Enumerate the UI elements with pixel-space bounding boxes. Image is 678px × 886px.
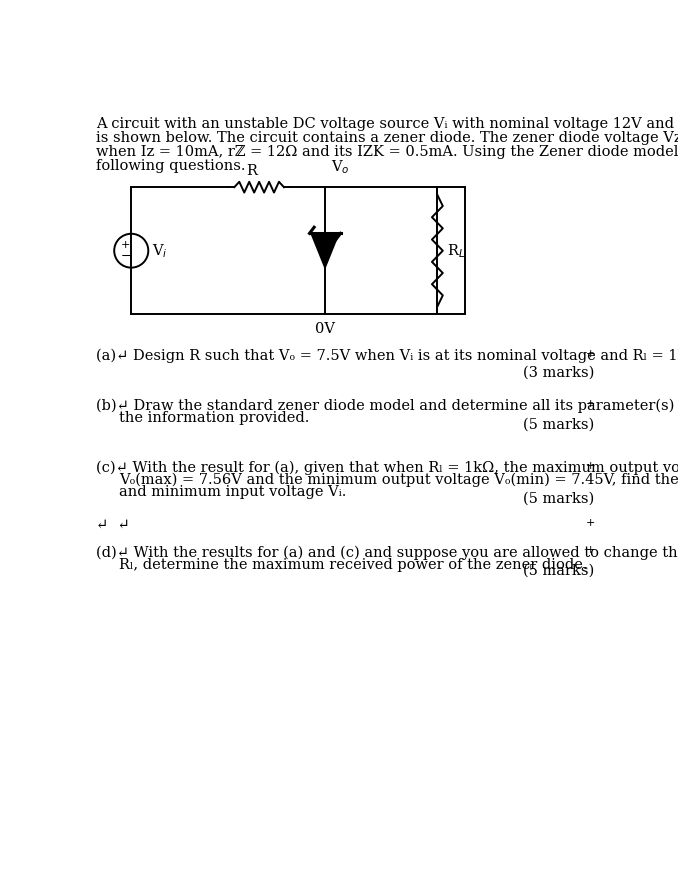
- Text: Vₒ(max) = 7.56V and the minimum output voltage Vₒ(min) = 7.45V, find the maximum: Vₒ(max) = 7.56V and the minimum output v…: [119, 473, 678, 487]
- Text: +: +: [585, 349, 595, 359]
- Text: +: +: [585, 399, 595, 409]
- Polygon shape: [311, 233, 339, 268]
- Text: (b)↵ Draw the standard zener diode model and determine all its parameter(s) base: (b)↵ Draw the standard zener diode model…: [96, 399, 678, 413]
- Text: ↵  ↵: ↵ ↵: [96, 518, 129, 532]
- Text: (5 marks): (5 marks): [523, 417, 595, 431]
- Text: R$_L$: R$_L$: [447, 242, 465, 260]
- Text: −: −: [121, 250, 131, 262]
- Text: A circuit with an unstable DC voltage source Vᵢ with nominal voltage 12V and out: A circuit with an unstable DC voltage so…: [96, 117, 678, 131]
- Text: V$_o$: V$_o$: [331, 159, 350, 176]
- Text: +: +: [585, 518, 595, 528]
- Text: (a)↵ Design R such that Vₒ = 7.5V when Vᵢ is at its nominal voltage and Rₗ = 1kΩ: (a)↵ Design R such that Vₒ = 7.5V when V…: [96, 349, 678, 363]
- Text: (d)↵ With the results for (a) and (c) and suppose you are allowed to change the : (d)↵ With the results for (a) and (c) an…: [96, 545, 678, 560]
- Text: +: +: [585, 545, 595, 556]
- Text: +: +: [585, 461, 595, 470]
- Text: V$_i$: V$_i$: [152, 242, 168, 260]
- Text: (c)↵ With the result for (a), given that when Rₗ = 1kΩ, the maximum output volta: (c)↵ With the result for (a), given that…: [96, 461, 678, 475]
- Text: following questions.: following questions.: [96, 159, 245, 173]
- Text: is shown below. The circuit contains a zener diode. The zener diode voltage Vz =: is shown below. The circuit contains a z…: [96, 131, 678, 145]
- Text: Rₗ, determine the maximum received power of the zener diode.: Rₗ, determine the maximum received power…: [119, 557, 587, 571]
- Text: (5 marks): (5 marks): [523, 563, 595, 578]
- Text: (3 marks): (3 marks): [523, 366, 595, 380]
- Text: +: +: [121, 240, 130, 251]
- Text: R: R: [246, 164, 257, 178]
- Text: when Iz = 10mA, rℤ = 12Ω and its IZK = 0.5mA. Using the Zener diode model, answe: when Iz = 10mA, rℤ = 12Ω and its IZK = 0…: [96, 144, 678, 159]
- Text: (5 marks): (5 marks): [523, 492, 595, 505]
- Text: and minimum input voltage Vᵢ.: and minimum input voltage Vᵢ.: [119, 486, 346, 499]
- Text: the information provided.: the information provided.: [119, 411, 309, 425]
- Text: 0V: 0V: [315, 322, 335, 336]
